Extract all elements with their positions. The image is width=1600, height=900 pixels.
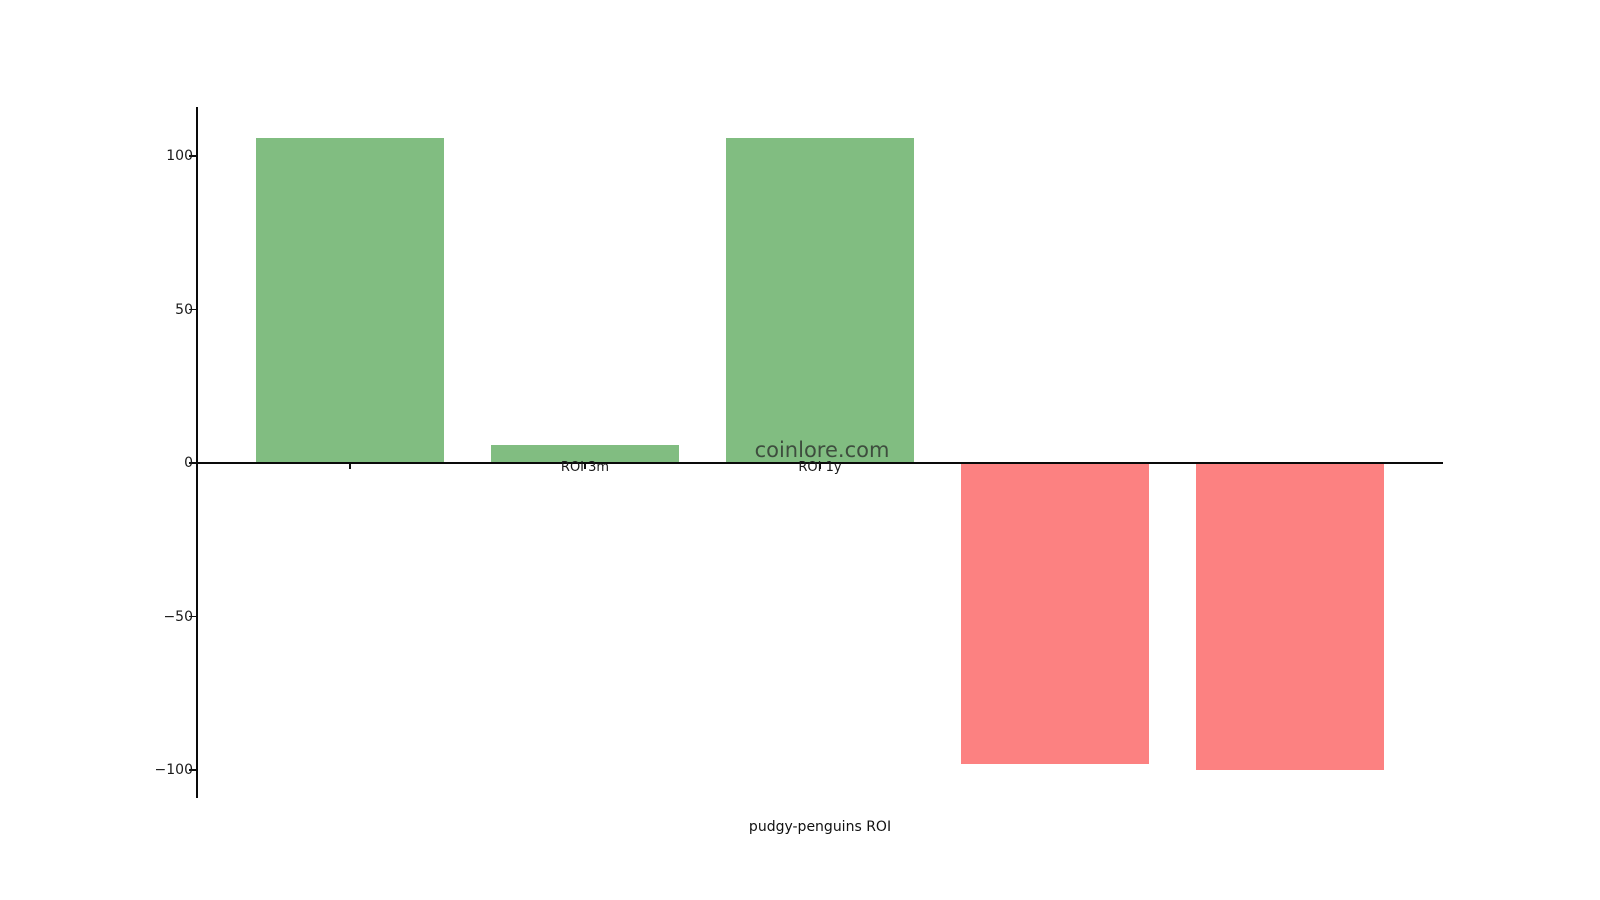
y-tick — [189, 769, 196, 771]
x-axis-zero-line — [196, 462, 1443, 464]
x-tick — [584, 463, 586, 469]
y-tick-label: −100 — [154, 762, 193, 778]
y-tick — [189, 462, 196, 464]
y-tick-label: 100 — [166, 148, 193, 164]
chart-bar — [491, 444, 679, 463]
x-tick-label: ROI 3m — [560, 460, 610, 475]
y-axis-spine — [196, 107, 198, 798]
chart-bar — [961, 463, 1149, 764]
x-tick — [819, 463, 821, 469]
y-tick-label: 0 — [184, 455, 193, 471]
chart-bar — [1196, 463, 1384, 770]
y-tick — [189, 615, 196, 618]
watermark-text: coinlore.com — [754, 438, 890, 462]
x-axis-title: pudgy-penguins ROI — [748, 819, 892, 835]
y-tick — [189, 155, 196, 157]
y-tick-label: −50 — [163, 608, 193, 625]
x-tick — [349, 463, 351, 469]
y-tick-label: 50 — [175, 301, 193, 318]
chart-bar — [256, 137, 444, 463]
x-tick-label: ROI 1y — [798, 460, 842, 475]
y-tick — [189, 308, 196, 311]
chart-bar — [726, 137, 914, 463]
